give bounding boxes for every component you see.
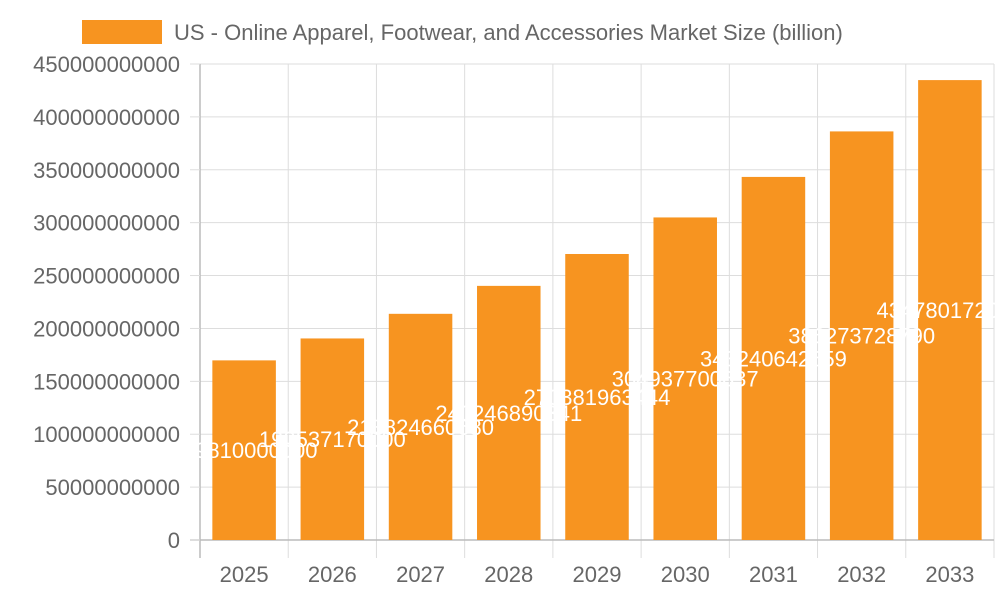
y-tick-label: 300000000000 [33,211,180,236]
bar[interactable] [300,338,365,540]
bar[interactable] [565,253,629,540]
x-tick-label: 2033 [925,562,974,587]
y-tick-label: 0 [168,528,180,553]
bar-value-label: 386273728790 [788,324,935,349]
bar-value-label: 240246890341 [435,401,582,426]
bar-value-label: 343240642659 [700,346,847,371]
y-tick-label: 250000000000 [33,264,180,289]
y-tick-label: 450000000000 [33,52,180,77]
x-tick-label: 2029 [573,562,622,587]
x-tick-label: 2025 [220,562,269,587]
bar[interactable] [829,131,894,540]
y-tick-label: 400000000000 [33,105,180,130]
bar-value-label: 270381963444 [524,385,671,410]
y-tick-label: 100000000000 [33,422,180,447]
x-tick-label: 2026 [308,562,357,587]
bar-value-label: 190537170000 [259,427,406,452]
x-tick-label: 2030 [661,562,710,587]
x-tick-label: 2027 [396,562,445,587]
y-tick-label: 150000000000 [33,369,180,394]
bar[interactable] [477,285,541,540]
legend[interactable]: US - Online Apparel, Footwear, and Acces… [82,20,843,45]
bar[interactable] [653,217,717,541]
legend-swatch [82,20,162,44]
x-tick-label: 2028 [484,562,533,587]
data-labels: 1698100000001905371700002138246606802402… [171,298,1000,463]
bar[interactable] [212,360,276,540]
bar-value-label: 169810000000 [171,438,318,463]
bars [212,80,982,541]
y-tick-label: 50000000000 [45,475,180,500]
y-tick-label: 350000000000 [33,158,180,183]
bar-value-label: 304937700637 [612,367,759,392]
legend-label: US - Online Apparel, Footwear, and Acces… [174,20,843,45]
bar[interactable] [741,176,806,540]
bar-value-label: 434780172000 [876,298,1000,323]
x-tick-label: 2031 [749,562,798,587]
y-axis-ticks: 0 50000000000 100000000000 150000000000 2000… [33,52,200,553]
bar[interactable] [388,313,453,540]
bar[interactable] [918,80,982,541]
bar-value-label: 213824660680 [347,415,494,440]
x-axis-ticks: 2025 2026 2027 2028 2029 2030 2031 2032 2033 [220,562,975,587]
x-tick-label: 2032 [837,562,886,587]
y-tick-label: 200000000000 [33,316,180,341]
